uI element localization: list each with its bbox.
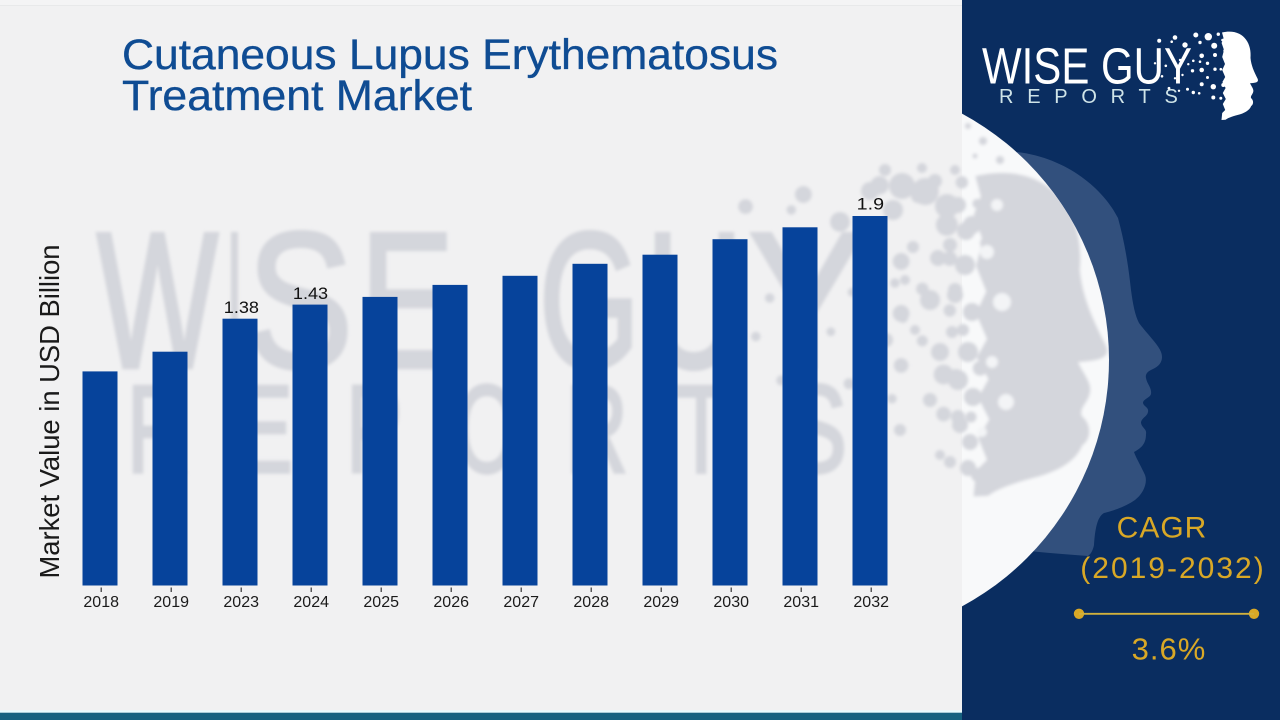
svg-text:2026: 2026 bbox=[433, 594, 469, 611]
svg-text:2019: 2019 bbox=[153, 594, 189, 611]
svg-text:2029: 2029 bbox=[643, 594, 679, 611]
svg-text:(2019-2032): (2019-2032) bbox=[1080, 552, 1265, 585]
svg-text:2028: 2028 bbox=[573, 594, 609, 611]
svg-text:CAGR: CAGR bbox=[1117, 512, 1208, 545]
svg-text:2025: 2025 bbox=[363, 594, 399, 611]
svg-text:2024: 2024 bbox=[293, 594, 329, 611]
svg-text:Treatment Market: Treatment Market bbox=[122, 72, 472, 120]
svg-text:REPORTS: REPORTS bbox=[999, 86, 1192, 108]
svg-text:Cutaneous Lupus Erythematosus: Cutaneous Lupus Erythematosus bbox=[122, 31, 778, 79]
svg-text:2023: 2023 bbox=[223, 594, 259, 611]
svg-text:2030: 2030 bbox=[713, 594, 749, 611]
svg-text:Market Value in USD Billion: Market Value in USD Billion bbox=[34, 245, 65, 579]
svg-text:1.38: 1.38 bbox=[224, 298, 259, 317]
svg-text:2032: 2032 bbox=[853, 594, 889, 611]
svg-text:2027: 2027 bbox=[503, 594, 539, 611]
svg-text:2031: 2031 bbox=[783, 594, 819, 611]
svg-text:1.9: 1.9 bbox=[857, 195, 884, 214]
svg-text:2018: 2018 bbox=[83, 594, 119, 611]
svg-text:1.43: 1.43 bbox=[293, 284, 328, 303]
svg-text:3.6%: 3.6% bbox=[1132, 632, 1207, 667]
svg-text:WISE GUY: WISE GUY bbox=[982, 37, 1192, 94]
